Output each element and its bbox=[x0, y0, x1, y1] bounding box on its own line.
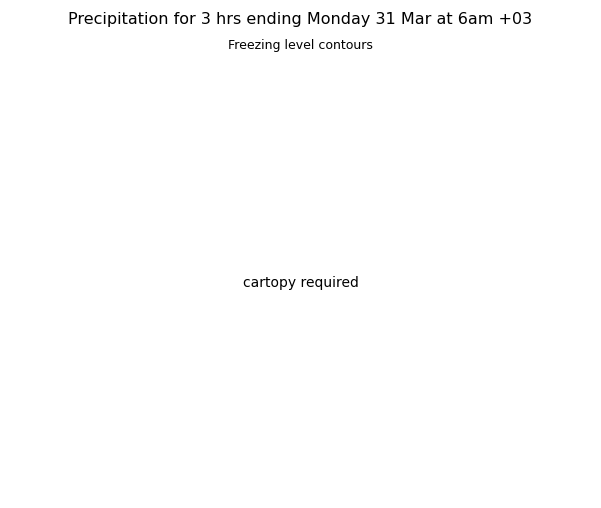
Text: cartopy required: cartopy required bbox=[243, 276, 358, 290]
Text: Freezing level contours: Freezing level contours bbox=[228, 39, 373, 52]
Text: Precipitation for 3 hrs ending Monday 31 Mar at 6am +03: Precipitation for 3 hrs ending Monday 31… bbox=[69, 12, 532, 27]
